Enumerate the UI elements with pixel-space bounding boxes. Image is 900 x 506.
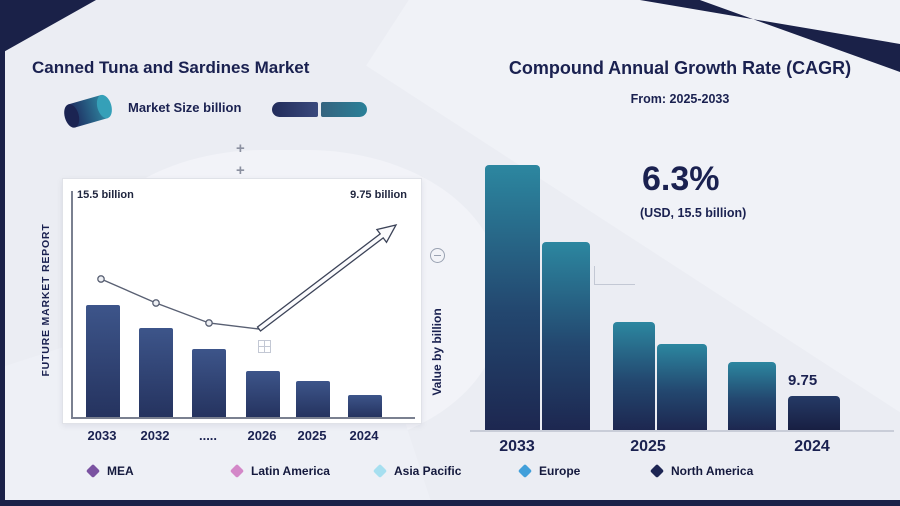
right-chart-xlabel: 2024 <box>794 438 830 455</box>
plus-decoration: + <box>236 162 245 179</box>
right-chart-subtitle: From: 2025-2033 <box>630 92 730 106</box>
minus-circle-icon <box>430 248 445 263</box>
plus-decoration: + <box>236 140 245 157</box>
right-chart-x-labels: 2033 2025 2024 <box>468 438 900 458</box>
right-chart-bar-2024-primary <box>728 362 776 430</box>
left-chart-x-labels: 2033 2032..... 2026 2025 2024 <box>62 428 420 446</box>
cagr-caption: (USD, 15.5 billion) <box>640 206 747 220</box>
left-chart-end-label: 9.75 billion <box>350 189 407 201</box>
legend-label: Asia Pacific <box>394 464 462 478</box>
capsule-navy-half <box>272 102 318 117</box>
right-chart-title: Compound Annual Growth Rate (CAGR) <box>508 58 852 78</box>
legend-label: Europe <box>539 464 581 478</box>
grid-decoration-icon <box>258 340 271 353</box>
left-chart-bar-2033 <box>86 305 120 417</box>
legend-item-europe: Europe <box>517 463 581 479</box>
cylinder-icon <box>58 90 120 137</box>
region-legend: MEA Latin America Asia Pacific Europe North … <box>0 463 900 488</box>
left-chart-xlabel: 2026 <box>247 428 277 443</box>
legend-label: MEA <box>107 464 134 478</box>
diamond-marker <box>229 463 245 479</box>
left-chart-max-label: 15.5 billion <box>77 189 134 201</box>
right-chart-xlabel: 2033 <box>499 438 535 455</box>
legend-label: North America <box>671 464 754 478</box>
right-chart-bars <box>468 160 900 430</box>
capsule-teal-half <box>321 102 367 117</box>
left-chart-bar-2024 <box>348 395 382 417</box>
bottom-edge-bar <box>0 500 900 506</box>
right-chart-y-axis-label: Value by billion <box>430 308 444 396</box>
left-chart-y-axis <box>71 191 73 417</box>
capsule-icon <box>272 102 367 117</box>
left-chart-bar-2025 <box>296 381 330 417</box>
vertical-brand-label: FUTURE MARKET REPORT <box>40 223 52 377</box>
market-size-legend-label: Market Size billion <box>128 100 242 115</box>
diamond-marker <box>85 463 101 479</box>
left-chart-xlabel: 2025 <box>297 428 327 443</box>
legend-item-north-america: North America <box>649 463 754 479</box>
legend-label: Latin America <box>251 464 330 478</box>
left-edge-bar <box>0 0 5 506</box>
left-chart-xlabel: 2032 <box>140 428 170 443</box>
right-chart-bar-2024-secondary <box>788 396 840 430</box>
left-chart-bar-2032 <box>139 328 173 417</box>
left-chart-x-axis <box>71 417 415 419</box>
right-chart-annotation: 9.75 <box>788 372 818 389</box>
diamond-marker <box>649 463 665 479</box>
legend-item-mea: MEA <box>85 463 134 479</box>
left-chart-bar-..... <box>192 349 226 417</box>
left-chart-panel: 15.5 billion 9.75 billion <box>62 178 422 424</box>
step-line-decoration <box>594 266 635 285</box>
left-chart-bar-2026 <box>246 371 280 417</box>
diamond-marker <box>517 463 533 479</box>
diamond-marker <box>372 463 388 479</box>
cagr-value: 6.3% <box>642 160 720 198</box>
left-chart-bars <box>63 179 421 423</box>
right-chart-bar-2025-secondary <box>657 344 707 430</box>
legend-item-latin-america: Latin America <box>229 463 330 479</box>
left-chart-xlabel: ..... <box>198 428 218 443</box>
right-chart-bar-2033-primary <box>485 165 540 430</box>
left-chart-title: Canned Tuna and Sardines Market <box>32 58 310 77</box>
left-chart-xlabel: 2033 <box>87 428 117 443</box>
right-chart-xlabel: 2025 <box>630 438 666 455</box>
top-left-corner-triangle <box>0 0 96 54</box>
right-chart-baseline <box>470 430 894 432</box>
right-chart-bar-2025-primary <box>613 322 655 430</box>
legend-item-asia-pacific: Asia Pacific <box>372 463 462 479</box>
left-chart-xlabel: 2024 <box>349 428 379 443</box>
right-chart-bar-2033-secondary <box>542 242 590 430</box>
